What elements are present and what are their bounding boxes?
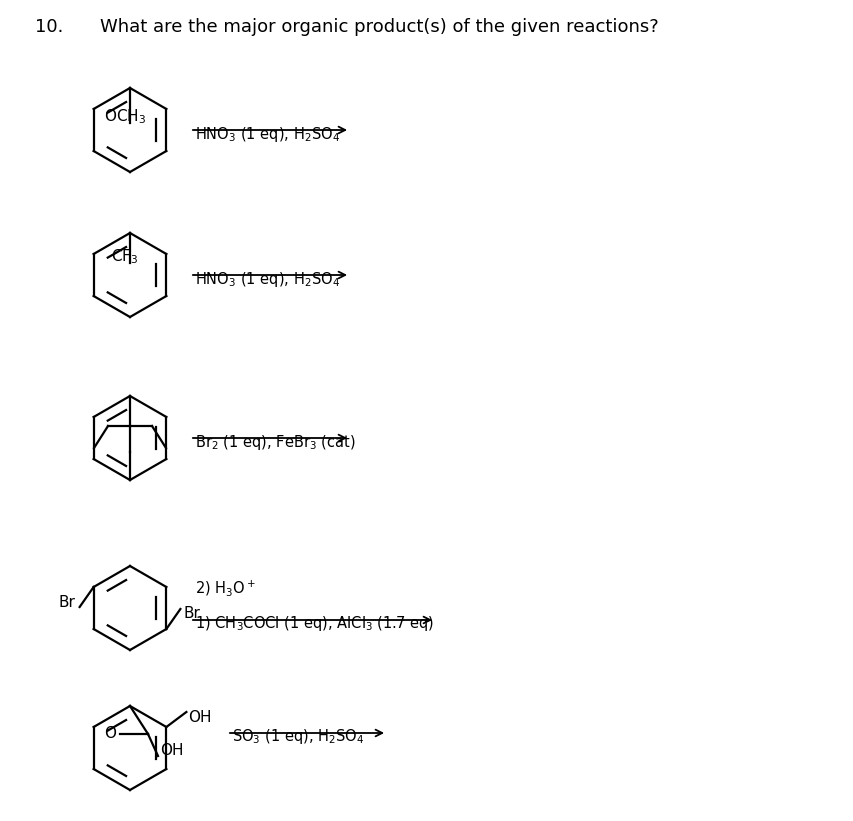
Text: SO$_3$ (1 eq), H$_2$SO$_4$: SO$_3$ (1 eq), H$_2$SO$_4$: [232, 727, 364, 746]
Text: Br: Br: [59, 595, 76, 610]
Text: CF$_3$: CF$_3$: [111, 247, 138, 266]
Text: OCH$_3$: OCH$_3$: [104, 108, 146, 126]
Text: OH: OH: [160, 743, 183, 758]
Text: HNO$_3$ (1 eq), H$_2$SO$_4$: HNO$_3$ (1 eq), H$_2$SO$_4$: [194, 125, 339, 144]
Text: Br: Br: [183, 606, 200, 621]
Text: 10.: 10.: [35, 18, 63, 36]
Text: OH: OH: [189, 710, 212, 725]
Text: Br$_2$ (1 eq), FeBr$_3$ (cat): Br$_2$ (1 eq), FeBr$_3$ (cat): [194, 433, 356, 452]
Text: O: O: [104, 727, 116, 741]
Text: 2) H$_3$O$^+$: 2) H$_3$O$^+$: [194, 578, 256, 598]
Text: What are the major organic product(s) of the given reactions?: What are the major organic product(s) of…: [100, 18, 658, 36]
Text: HNO$_3$ (1 eq), H$_2$SO$_4$: HNO$_3$ (1 eq), H$_2$SO$_4$: [194, 270, 339, 289]
Text: 1) CH$_3$COCI (1 eq), AlCl$_3$ (1.7 eq): 1) CH$_3$COCI (1 eq), AlCl$_3$ (1.7 eq): [194, 614, 433, 633]
